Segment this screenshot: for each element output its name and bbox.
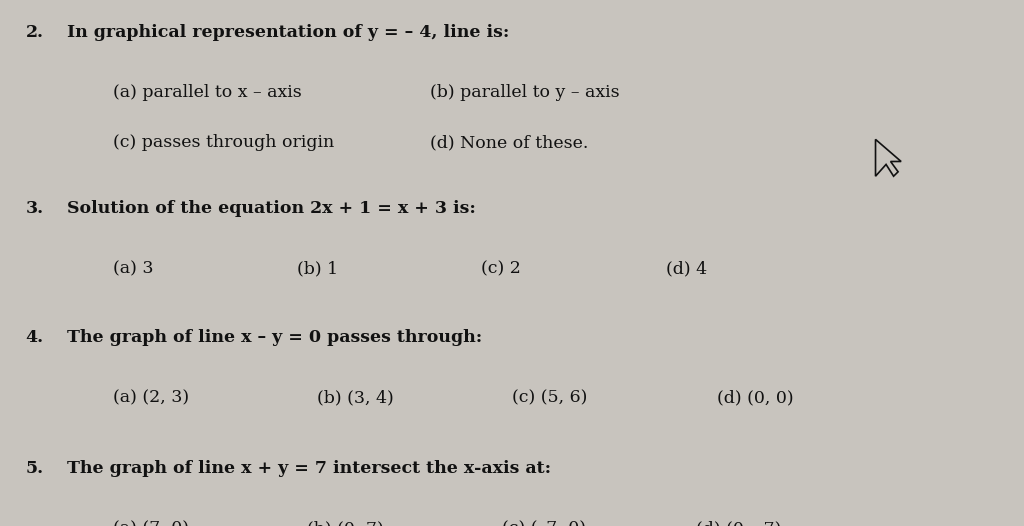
Text: (b) (3, 4): (b) (3, 4): [317, 389, 394, 406]
Text: (d) (0, 0): (d) (0, 0): [717, 389, 794, 406]
Text: 5.: 5.: [26, 460, 44, 477]
Text: (c) (–7, 0): (c) (–7, 0): [502, 521, 586, 526]
Text: (b) (0, 7): (b) (0, 7): [307, 521, 384, 526]
Text: (d) None of these.: (d) None of these.: [430, 134, 589, 151]
Text: (a) 3: (a) 3: [113, 260, 154, 277]
Text: (a) parallel to x – axis: (a) parallel to x – axis: [113, 84, 301, 101]
Text: (a) (7, 0): (a) (7, 0): [113, 521, 188, 526]
Text: 3.: 3.: [26, 200, 44, 217]
Text: 2.: 2.: [26, 24, 44, 41]
Text: (c) (5, 6): (c) (5, 6): [512, 389, 588, 406]
Text: (b) parallel to y – axis: (b) parallel to y – axis: [430, 84, 620, 101]
Text: (d) (0, –7): (d) (0, –7): [696, 521, 781, 526]
Text: Solution of the equation 2x + 1 = x + 3 is:: Solution of the equation 2x + 1 = x + 3 …: [67, 200, 475, 217]
Text: The graph of line x + y = 7 intersect the x-axis at:: The graph of line x + y = 7 intersect th…: [67, 460, 551, 477]
Text: (c) 2: (c) 2: [481, 260, 521, 277]
Text: In graphical representation of y = – 4, line is:: In graphical representation of y = – 4, …: [67, 24, 509, 41]
Polygon shape: [876, 139, 901, 176]
Text: The graph of line x – y = 0 passes through:: The graph of line x – y = 0 passes throu…: [67, 329, 482, 346]
Text: (a) (2, 3): (a) (2, 3): [113, 389, 188, 406]
Text: (b) 1: (b) 1: [297, 260, 338, 277]
Text: (d) 4: (d) 4: [666, 260, 707, 277]
Text: (c) passes through origin: (c) passes through origin: [113, 134, 334, 151]
Text: 4.: 4.: [26, 329, 44, 346]
